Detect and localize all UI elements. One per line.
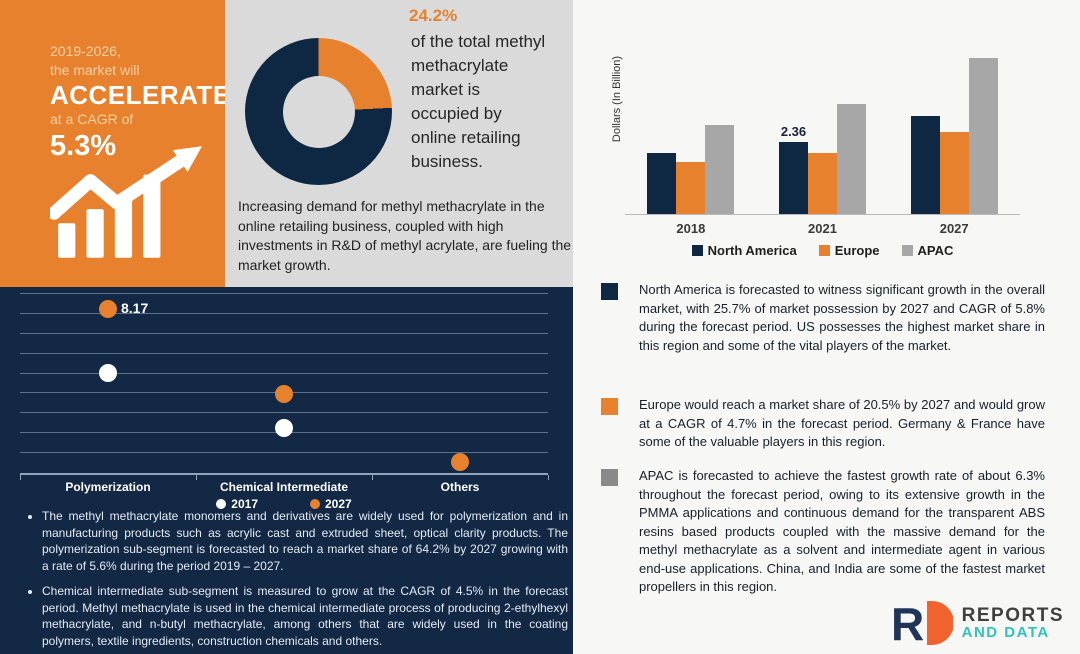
gridline [20, 312, 548, 314]
category-label: Others [440, 480, 480, 494]
category-label: Polymerization [65, 480, 151, 494]
left-panel: 2019-2026, the market will ACCELERATE at… [0, 0, 573, 654]
highlight-emphasis: ACCELERATE [50, 80, 231, 110]
legend-label: North America [707, 243, 797, 258]
gridline [20, 352, 548, 354]
apac-marker [601, 469, 618, 486]
axis-tick-mark [20, 475, 21, 480]
x-axis-label: 2027 [939, 221, 969, 236]
market-growth-paragraph: Increasing demand for methyl methacrylat… [238, 198, 572, 273]
bar-Europe [939, 131, 969, 214]
axis-tick-mark [548, 475, 549, 480]
bullet-polymerization: The methyl methacrylate monomers and der… [42, 508, 568, 574]
rd-logo-icon: R [891, 600, 953, 646]
logo-name-bottom: AND DATA [961, 623, 1050, 641]
regional-bar-chart: 2.36 [625, 46, 1020, 215]
legend-item-2027: 2027 [310, 497, 352, 511]
bar-North America [647, 152, 677, 214]
svg-text:R: R [891, 600, 924, 646]
europe-marker [601, 398, 618, 415]
highlight-line4: at a CAGR of [50, 111, 134, 127]
legend-item-2017: 2017 [216, 497, 258, 511]
sub-segment-bullets: The methyl methacrylate monomers and der… [26, 508, 568, 654]
logo-wordmark: REPORTS AND DATA [962, 606, 1064, 641]
bar-value-label: 2.36 [780, 123, 807, 139]
region-bullet-apac: APAC is forecasted to achieve the fastes… [601, 467, 1045, 597]
gridline [20, 412, 548, 414]
data-point-2017 [275, 419, 293, 438]
bar-group-2018 [625, 46, 757, 214]
bar-Europe [808, 152, 837, 214]
cagr-highlight-box: 2019-2026, the market will ACCELERATE at… [0, 0, 231, 287]
data-point-2017 [99, 363, 117, 382]
highlight-period: 2019-2026, [50, 43, 121, 59]
logo-name-top: REPORTS [961, 604, 1064, 626]
region-bullet-north-america: North America is forecasted to witness s… [601, 281, 1045, 355]
x-axis-label: 2021 [808, 221, 837, 236]
highlight-cagr-value: 5.3% [50, 130, 117, 162]
x-axis-label: 2018 [676, 221, 706, 236]
legend-swatch [901, 245, 913, 256]
legend-label: 2017 [231, 497, 258, 511]
north-america-text: North America is forecasted to witness s… [639, 282, 1045, 353]
category-label: Chemical Intermediate [219, 480, 349, 494]
reports-and-data-logo: R REPORTS AND DATA [891, 600, 1064, 646]
apac-text: APAC is forecasted to achieve the fastes… [639, 468, 1045, 594]
bar-APAC [968, 58, 998, 214]
legend-swatch [691, 245, 703, 256]
donut-hole [282, 75, 355, 148]
growth-arrow-icon [47, 146, 202, 258]
legend-item-europe: Europe [818, 243, 880, 258]
sub-segment-section: 8.17 Polymerization Chemical Intermediate… [0, 287, 573, 654]
bar-group-2021: 2.36 [757, 46, 889, 214]
legend-label: APAC [917, 243, 954, 258]
legend-item-north-america: North America [691, 243, 797, 258]
north-america-marker [601, 283, 618, 300]
donut-stat-value: 24.2% [409, 6, 458, 25]
bar-chart-y-axis-label: Dollars (In Billion) [611, 55, 623, 143]
bar-North America [910, 116, 940, 214]
bar-chart-legend: North America Europe APAC [625, 243, 1020, 258]
bar-chart-x-axis: 2018 2021 2027 [625, 221, 1020, 236]
sub-segment-dot-chart: 8.17 [20, 292, 549, 480]
right-panel: Dollars (In Billion) 2.36 2018 2021 2027 N… [573, 0, 1080, 654]
gridline [20, 372, 548, 374]
dot-chart-legend: 2017 2027 [20, 497, 548, 511]
dot-chart-category-axis: Polymerization Chemical Intermediate Other… [20, 480, 548, 494]
legend-item-apac: APAC [901, 243, 954, 258]
donut-chart [245, 38, 392, 185]
bullet-chemical-intermediate: Chemical intermediate sub-segment is mea… [42, 583, 568, 649]
legend-label: 2027 [325, 497, 352, 511]
legend-swatch [818, 245, 830, 256]
data-point-2027 [99, 300, 117, 319]
bar-APAC [837, 104, 866, 214]
gridline [20, 452, 548, 454]
bar-Europe [676, 162, 706, 214]
data-point-value-label: 8.17 [121, 300, 149, 317]
donut-stat-box: 24.2% of the total methyl methacrylate m… [225, 0, 573, 287]
data-point-2027 [275, 385, 293, 404]
bar-APAC [705, 125, 735, 214]
europe-text: Europe would reach a market share of 20.… [639, 397, 1045, 449]
highlight-line2: the market will [50, 62, 140, 78]
region-bullet-europe: Europe would reach a market share of 20.… [601, 396, 1045, 452]
legend-swatch [310, 499, 320, 509]
legend-swatch [216, 499, 227, 509]
gridline [20, 332, 548, 334]
bar-group-2027 [888, 46, 1020, 214]
donut-stat-caption: of the total methyl methacrylate market … [411, 32, 546, 171]
gridline [20, 292, 548, 294]
legend-label: Europe [834, 243, 880, 258]
data-point-2027 [451, 453, 469, 472]
bar-North America: 2.36 [779, 124, 808, 214]
axis-tick-mark [372, 475, 373, 480]
axis-tick-mark [196, 475, 197, 480]
